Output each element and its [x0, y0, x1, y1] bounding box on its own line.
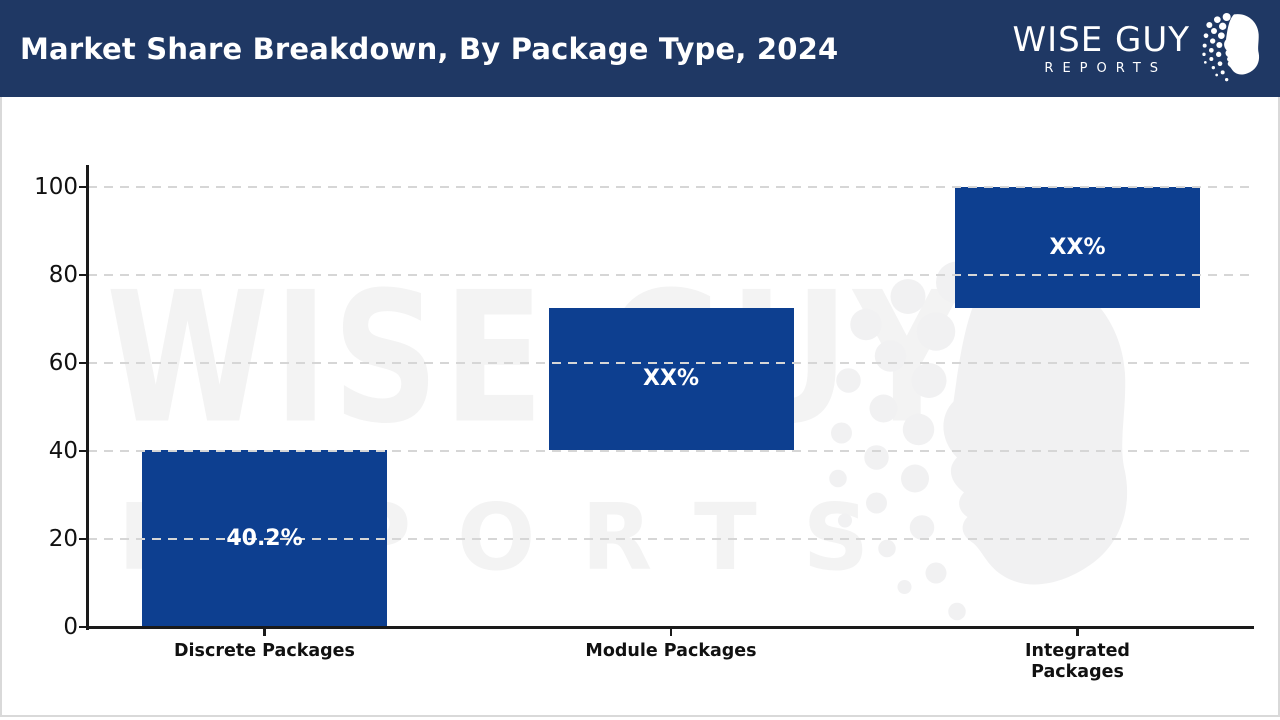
y-tick-label: 0: [63, 613, 78, 640]
x-category-label: Discrete Packages: [174, 641, 355, 661]
y-tick-label: 40: [48, 437, 78, 464]
y-tick-label: 20: [48, 525, 78, 552]
logo-face-icon: [1202, 13, 1260, 82]
bar-value-label: XX%: [643, 366, 699, 392]
bar-module-packages: [548, 308, 794, 451]
page-border-left: [0, 97, 2, 717]
wiseguy-logo: WISE GUY REPORTS: [1012, 5, 1272, 93]
x-axis-line: [86, 625, 1254, 629]
bar-integrated-packages: [955, 187, 1200, 309]
logo-wordmark: WISE GUY: [1012, 19, 1190, 60]
y-axis-line: [86, 165, 89, 630]
logo-subtext: REPORTS: [1044, 60, 1168, 76]
y-tick-mark: [79, 449, 87, 453]
chart-title: Market Share Breakdown, By Package Type,…: [20, 31, 839, 66]
y-tick-mark: [79, 185, 87, 189]
gridline-100: [88, 186, 1253, 188]
gridline-40: [88, 450, 1253, 452]
y-tick-mark: [79, 625, 87, 629]
y-tick-label: 100: [34, 173, 78, 200]
x-tick-mark: [1076, 628, 1079, 636]
gridline-80: [88, 274, 1253, 276]
y-tick-mark: [79, 273, 87, 277]
plot-area: 0 20 40 60 80 100 40.2% Discrete Packages XX% Mod…: [0, 97, 1280, 717]
page-border-bottom: [0, 715, 1280, 717]
bar-value-label: XX%: [1049, 234, 1106, 260]
x-tick-mark: [263, 628, 266, 636]
x-tick-mark: [669, 628, 673, 636]
logo-text: WISE GUY REPORTS: [1012, 23, 1190, 76]
x-category-label: Integrated Packages: [1025, 641, 1130, 683]
y-tick-mark: [79, 361, 87, 365]
page-border-right: [1278, 97, 1280, 717]
y-tick-label: 80: [48, 261, 78, 288]
gridline-20: [88, 538, 1253, 540]
x-category-label: Module Packages: [585, 641, 757, 661]
y-tick-mark: [79, 537, 87, 541]
header-bar: Market Share Breakdown, By Package Type,…: [0, 0, 1280, 97]
y-tick-label: 60: [48, 349, 78, 376]
gridline-60: [88, 362, 1253, 364]
watermark-wordmark: WISE GUY: [106, 253, 965, 464]
bar-value-label: 40.2%: [226, 525, 303, 551]
